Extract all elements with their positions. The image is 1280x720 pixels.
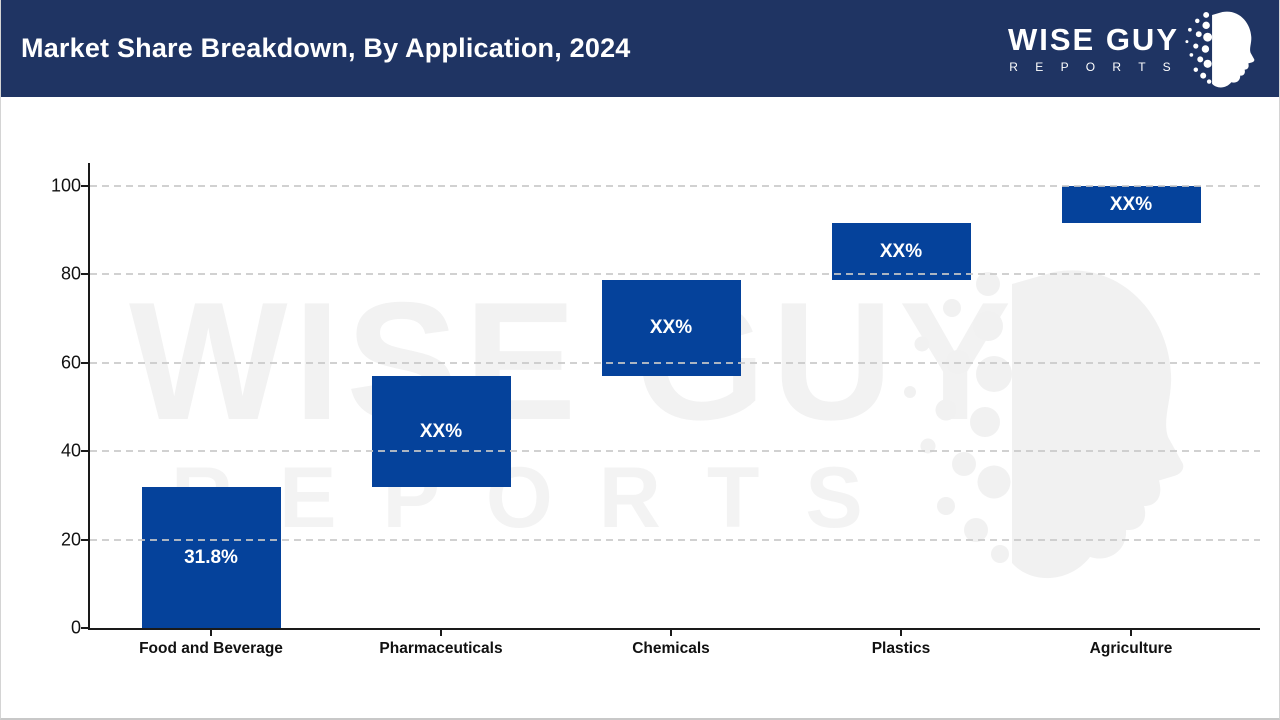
x-tick-mark <box>210 630 212 636</box>
bar-plastics: XX% <box>831 223 971 281</box>
x-category-label: Pharmaceuticals <box>379 640 503 657</box>
y-tick-mark <box>81 627 88 629</box>
y-tick-mark <box>81 450 88 453</box>
bar-value-label: XX% <box>879 240 923 262</box>
x-category-label: Agriculture <box>1089 640 1173 657</box>
bar-agriculture: XX% <box>1061 186 1201 224</box>
chart-title: Market Share Breakdown, By Application, … <box>21 33 631 63</box>
x-category-label: Food and Beverage <box>139 640 283 657</box>
y-tick-label: 20 <box>60 529 81 550</box>
x-category-label: Plastics <box>871 640 931 657</box>
logo-subtitle: R E P O R T S <box>1009 60 1178 74</box>
gridline-100 <box>90 185 1260 187</box>
y-tick-label: 40 <box>60 440 81 461</box>
header-bar: Market Share Breakdown, By Application, … <box>1 0 1279 97</box>
logo-face-icon <box>1185 11 1255 87</box>
gridline-60 <box>90 361 1260 364</box>
bar-value-label: XX% <box>649 317 693 339</box>
watermark-wordmark: WISE GUY <box>129 267 1018 455</box>
gridline-20 <box>90 538 1260 541</box>
x-category-label: Chemicals <box>632 640 710 657</box>
x-tick-mark <box>670 630 672 636</box>
bar-chemicals: XX% <box>601 280 741 377</box>
y-tick-mark <box>81 273 88 276</box>
y-tick-mark <box>81 538 88 541</box>
gridline-80 <box>90 273 1260 276</box>
x-axis-line <box>88 628 1260 630</box>
bar-food-and-beverage: 31.8% <box>141 487 281 628</box>
bar-value-label: XX% <box>419 420 463 442</box>
wise-guy-reports-logo: WISE GUY R E P O R T S <box>1008 7 1255 91</box>
y-axis-line <box>88 163 90 630</box>
y-tick-label: 80 <box>60 263 81 284</box>
watermark-face <box>904 270 1184 579</box>
bar-value-label: XX% <box>1109 193 1153 215</box>
bar-pharmaceuticals: XX% <box>371 376 511 488</box>
logo-text: WISE GUY R E P O R T S <box>1008 24 1179 73</box>
x-tick-mark <box>1130 630 1132 636</box>
bar-value-label: 31.8% <box>184 546 238 568</box>
x-tick-mark <box>440 630 442 636</box>
gridline-40 <box>90 450 1260 453</box>
x-tick-mark <box>900 630 902 636</box>
chart-area: WISE GUY REPORTS 0 20 40 60 80 100 31.8% Food a… <box>1 97 1279 718</box>
logo-wordmark: WISE GUY <box>1007 22 1179 57</box>
y-tick-label: 100 <box>50 175 81 196</box>
y-tick-label: 60 <box>60 352 81 373</box>
y-tick-mark <box>81 361 88 364</box>
y-tick-label: 0 <box>70 617 81 638</box>
watermark-subtitle: REPORTS <box>171 450 909 546</box>
y-tick-mark <box>81 185 88 187</box>
